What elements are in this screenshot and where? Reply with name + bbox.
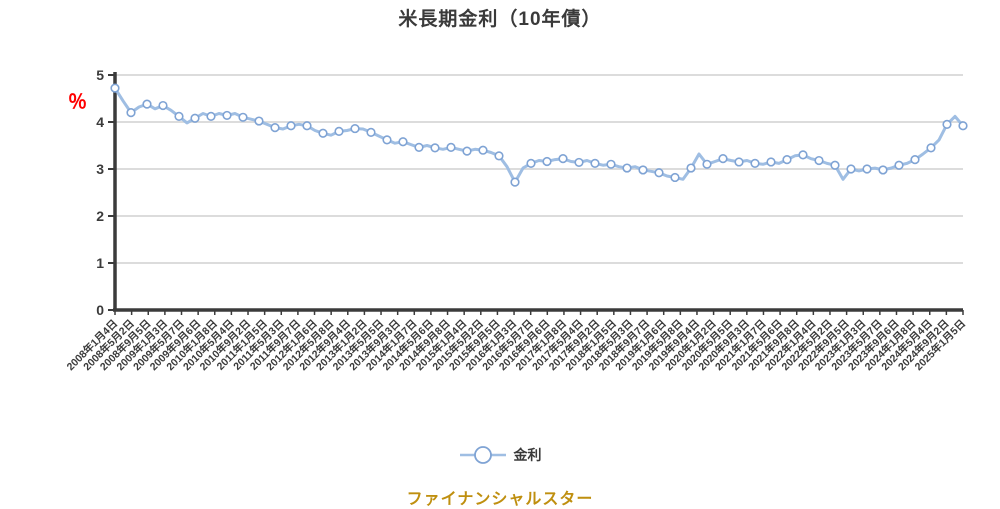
svg-text:2: 2 [96,208,104,224]
svg-text:0: 0 [96,302,104,318]
legend-marker-icon [459,446,506,464]
svg-text:1: 1 [96,255,104,271]
svg-text:5: 5 [96,67,104,83]
legend: 金利 [0,444,1000,466]
chart-title: 米長期金利（10年債） [398,9,602,30]
legend-series-label: 金利 [513,447,542,463]
svg-text:4: 4 [96,114,104,130]
svg-text:3: 3 [96,161,104,177]
y-axis-unit-label: ％ [68,92,88,113]
watermark-text: ファイナンシャルスター [406,491,594,508]
